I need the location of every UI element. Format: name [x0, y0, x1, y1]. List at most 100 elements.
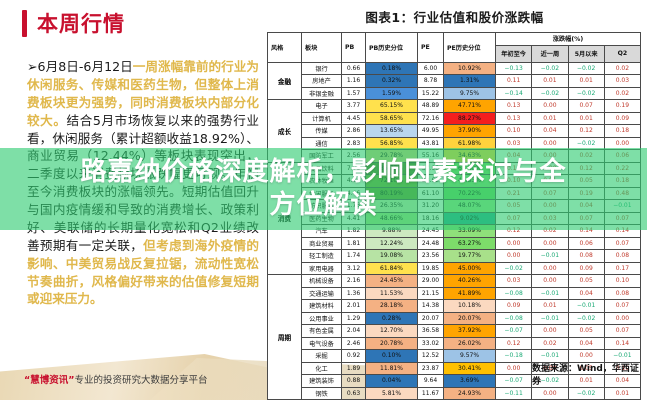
cell-pe: 9.64	[417, 374, 444, 388]
cell-chg-3: 0.01	[603, 386, 642, 400]
table-row: 轻工制造 1.74 19.08% 23.56 19.77% 0.00 −0.01 0.08 0.…	[268, 249, 642, 263]
cell-chg-1: 0.00	[531, 324, 569, 338]
cell-pb-pct: 56.85%	[365, 136, 418, 150]
subcol-header-0: 年初至今	[494, 44, 533, 63]
table-row: 成长 电子 3.77 65.15% 48.89 47.71% 0.13 0.00 0.07 0.1…	[267, 99, 642, 163]
body-segment-3: 但考虑到海外疫情的影响、中美贸易战反复拉锯，流动性宽松节奏曲折，风格偏好带来的估…	[27, 237, 259, 307]
cell-chg-1: 0.00	[531, 261, 569, 275]
cell-pe: 15.22	[417, 86, 444, 100]
slide-title-row: 本周行情	[22, 8, 125, 38]
cell-chg-3: 0.19	[603, 99, 642, 113]
cell-pb-pct: 12.70%	[365, 324, 418, 338]
table-row: 商业贸易 1.81 12.24% 24.48 63.27% 0.00 0.00 0.06 0.0…	[268, 236, 642, 250]
cell-chg-2: −0.02	[567, 86, 605, 100]
table-row: 有色金属 2.04 12.70% 36.58 37.92% −0.07 0.00 0.05 0.…	[268, 324, 642, 338]
table-row: 电气设备 2.46 20.78% 33.02 26.02% 0.12 0.02 0.04 0.1…	[268, 336, 642, 350]
cell-chg-2: 0.04	[567, 286, 605, 300]
cell-pb-pct: 58.65%	[365, 111, 418, 125]
cell-pb: 0.88	[341, 374, 366, 388]
cell-chg-3: 0.02	[603, 86, 642, 100]
cell-sector: 钢铁	[301, 386, 342, 400]
cell-pe: 49.95	[417, 124, 444, 138]
cell-chg-3: 0.03	[603, 74, 642, 88]
cell-chg-2: 0.05	[567, 274, 605, 288]
table-row: 钢铁 0.63 5.81% 11.67 24.93% −0.11 0.00 −0.02 0.01	[268, 386, 642, 400]
cell-sector: 非银金融	[301, 86, 342, 100]
cell-chg-2: 0.07	[567, 99, 605, 113]
cell-pe-pct: 9.57%	[443, 349, 496, 363]
cell-sector: 机械设备	[301, 274, 342, 288]
cell-pe-pct: 10.18%	[443, 299, 496, 313]
cell-sector: 家用电器	[301, 261, 342, 275]
cell-chg-1: −0.01	[531, 249, 569, 263]
cell-sector: 银行	[301, 61, 342, 75]
cell-sector: 化工	[301, 361, 342, 375]
cell-pe-pct: 30.41%	[443, 361, 496, 375]
cell-chg-0: −0.11	[494, 386, 533, 400]
cell-chg-2: 0.09	[567, 261, 605, 275]
cell-pe: 19.85	[417, 261, 444, 275]
cell-pe: 14.38	[417, 299, 444, 313]
table-row: 房地产 1.16 0.32% 8.78 1.31% 0.11 0.01 0.01 0.03	[268, 74, 642, 88]
cell-chg-0: −0.07	[494, 324, 533, 338]
col-header-group: 涨跌幅(%)	[495, 32, 641, 46]
cell-pe-pct: 19.77%	[443, 249, 496, 263]
cell-chg-0: 0.13	[494, 99, 533, 113]
cell-chg-0: −0.02	[494, 261, 533, 275]
cell-chg-3: 0.02	[603, 61, 642, 75]
cell-pe: 72.16	[417, 111, 444, 125]
cell-chg-2: 0.08	[567, 249, 605, 263]
cell-pb-pct: 0.18%	[365, 61, 418, 75]
cell-pb-pct: 19.08%	[365, 249, 418, 263]
cell-chg-0: 0.11	[494, 74, 533, 88]
cell-chg-0: −0.08	[494, 311, 533, 325]
table-row: 计算机 4.45 58.65% 72.16 88.27% 0.13 0.01 0.01 0.09	[268, 111, 642, 125]
col-header-2: PB	[341, 32, 366, 63]
cell-pe: 11.67	[417, 386, 444, 400]
cell-pe: 20.07	[417, 311, 444, 325]
cell-chg-1: −0.01	[531, 311, 569, 325]
cell-pb: 2.04	[341, 324, 366, 338]
cell-chg-3: 0.10	[603, 274, 642, 288]
cell-chg-2: 0.04	[567, 336, 605, 350]
overlay-headline-line2: 方位解读	[269, 190, 378, 220]
table-row: 化工 1.89 11.81% 23.87 30.41% 0.00 0.00 0.05 0.10	[268, 361, 642, 375]
cell-chg-0: 0.03	[494, 274, 533, 288]
table-row: 传媒 2.86 13.65% 49.95 37.90% 0.10 0.04 0.12 0.18	[268, 124, 642, 138]
cell-pe: 23.56	[417, 249, 444, 263]
cell-pe-pct: 41.89%	[443, 286, 496, 300]
cell-chg-3: 0.08	[603, 249, 642, 263]
cell-pb: 3.77	[341, 99, 366, 113]
page-title: 本周行情	[37, 12, 125, 36]
cell-pb: 0.66	[341, 61, 366, 75]
cell-chg-1: 0.00	[531, 99, 569, 113]
cell-pe-pct: 3.69%	[443, 374, 496, 388]
subcol-header-3: Q2	[603, 44, 642, 63]
cell-sector: 房地产	[301, 74, 342, 88]
cell-sector: 传媒	[301, 124, 342, 138]
cell-chg-0: 0.10	[494, 124, 533, 138]
cell-chg-0: 0.00	[494, 236, 533, 250]
table-row: 公用事业 1.29 0.28% 20.07 20.07% −0.08 −0.01 −0.02 0…	[268, 311, 642, 325]
cell-chg-1: 0.01	[531, 111, 569, 125]
cell-pe-pct: 10.92%	[443, 61, 496, 75]
table-head: 风格 板块 PB PB历史分位 PE PE历史分位 涨跌幅(%) 年初至今 近一周 5月以来 Q2	[267, 32, 642, 63]
cell-chg-2: 0.01	[567, 111, 605, 125]
cell-chg-3: 0.17	[603, 261, 642, 275]
cell-chg-1: 0.01	[531, 74, 569, 88]
cell-pb-pct: 11.53%	[365, 286, 418, 300]
cell-chg-0: −0.07	[494, 374, 533, 388]
cell-pe: 23.87	[417, 361, 444, 375]
cell-pe: 36.58	[417, 324, 444, 338]
cell-pe-pct: 88.27%	[443, 111, 496, 125]
table-row: 采掘 0.92 0.10% 12.52 9.57% −0.18 −0.01 0.00 −0.01	[268, 349, 642, 363]
table-row: 家用电器 3.12 61.84% 19.85 45.00% −0.02 0.00 0.09 0.…	[268, 261, 642, 275]
cell-sector: 采掘	[301, 349, 342, 363]
cell-chg-1: 0.00	[531, 274, 569, 288]
cell-chg-3: 0.07	[603, 236, 642, 250]
cell-pb: 0.63	[341, 386, 366, 400]
cell-pe: 33.02	[417, 336, 444, 350]
cell-pe-pct: 24.93%	[443, 386, 496, 400]
cell-chg-2: 0.05	[567, 324, 605, 338]
cell-pb-pct: 28.18%	[365, 299, 418, 313]
